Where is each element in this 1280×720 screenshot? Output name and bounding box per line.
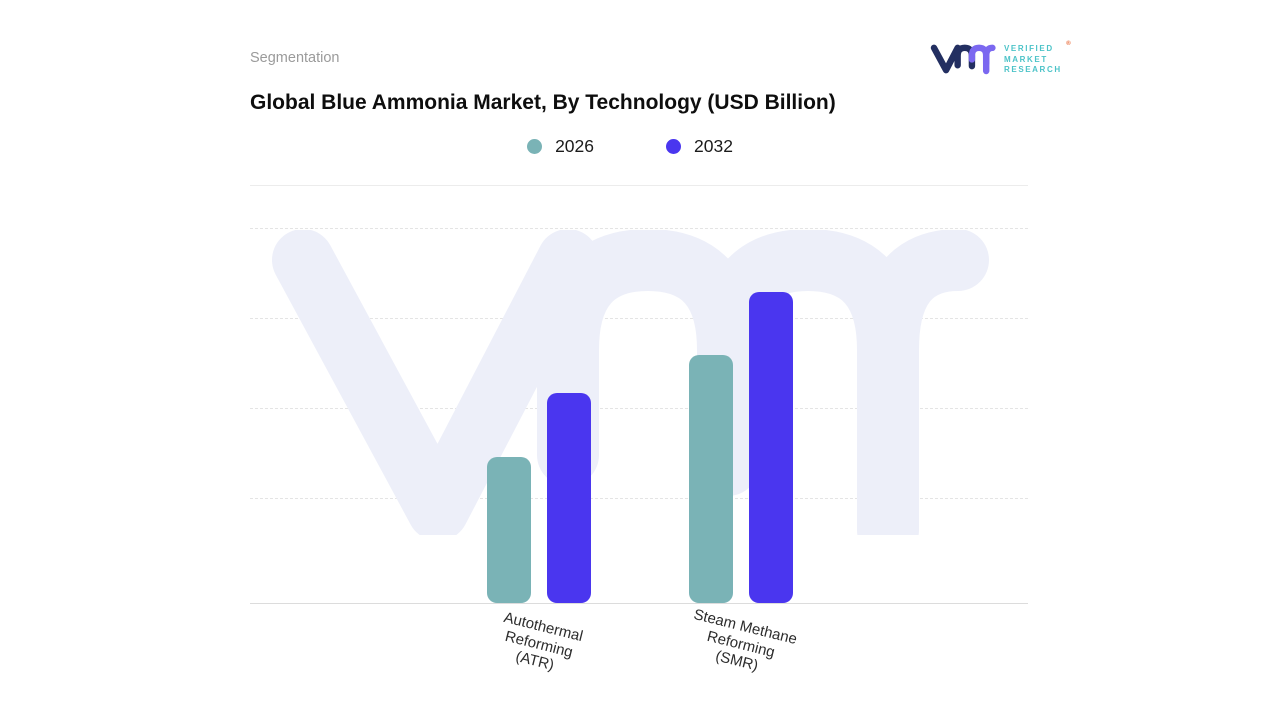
header-divider xyxy=(250,185,1028,186)
gridline xyxy=(250,498,1028,499)
chart-title: Global Blue Ammonia Market, By Technolog… xyxy=(250,91,836,115)
gridline xyxy=(250,318,1028,319)
logo-text-line: RESEARCH xyxy=(1004,65,1062,74)
chart-legend: 2026 2032 xyxy=(250,136,1010,157)
registered-trademark: ® xyxy=(1066,41,1071,47)
x-axis-line xyxy=(250,603,1028,604)
bar-2032-smr xyxy=(748,292,793,603)
logo-text-line: VERIFIED xyxy=(1004,44,1054,53)
x-axis-label-smr: Steam Methane Reforming (SMR) xyxy=(691,605,799,675)
vmr-logo-text: ® VERIFIED MARKET RESEARCH xyxy=(1004,38,1071,76)
x-axis-label-atr: Autothermal Reforming (ATR) xyxy=(502,608,585,674)
chart-area: Autothermal Reforming (ATR) Steam Methane… xyxy=(250,228,1028,674)
legend-marker-2032 xyxy=(666,139,681,154)
bar-2026-smr xyxy=(688,355,733,603)
legend-label: 2032 xyxy=(694,136,733,156)
bar-2032-atr xyxy=(547,393,592,603)
vmr-watermark-icon xyxy=(272,230,989,535)
bar-2026-atr xyxy=(487,457,532,603)
legend-marker-2026 xyxy=(527,139,543,154)
legend-item-2032[interactable]: 2032 xyxy=(666,136,733,157)
vmr-brand-logo: ® VERIFIED MARKET RESEARCH xyxy=(930,38,1071,80)
vmr-logo-icon xyxy=(930,44,996,75)
legend-label: 2026 xyxy=(555,136,594,156)
segmentation-eyebrow: Segmentation xyxy=(250,50,340,66)
gridline xyxy=(250,408,1028,409)
logo-text-line: MARKET xyxy=(1004,54,1048,64)
gridline xyxy=(250,228,1028,229)
legend-item-2026[interactable]: 2026 xyxy=(527,136,594,157)
